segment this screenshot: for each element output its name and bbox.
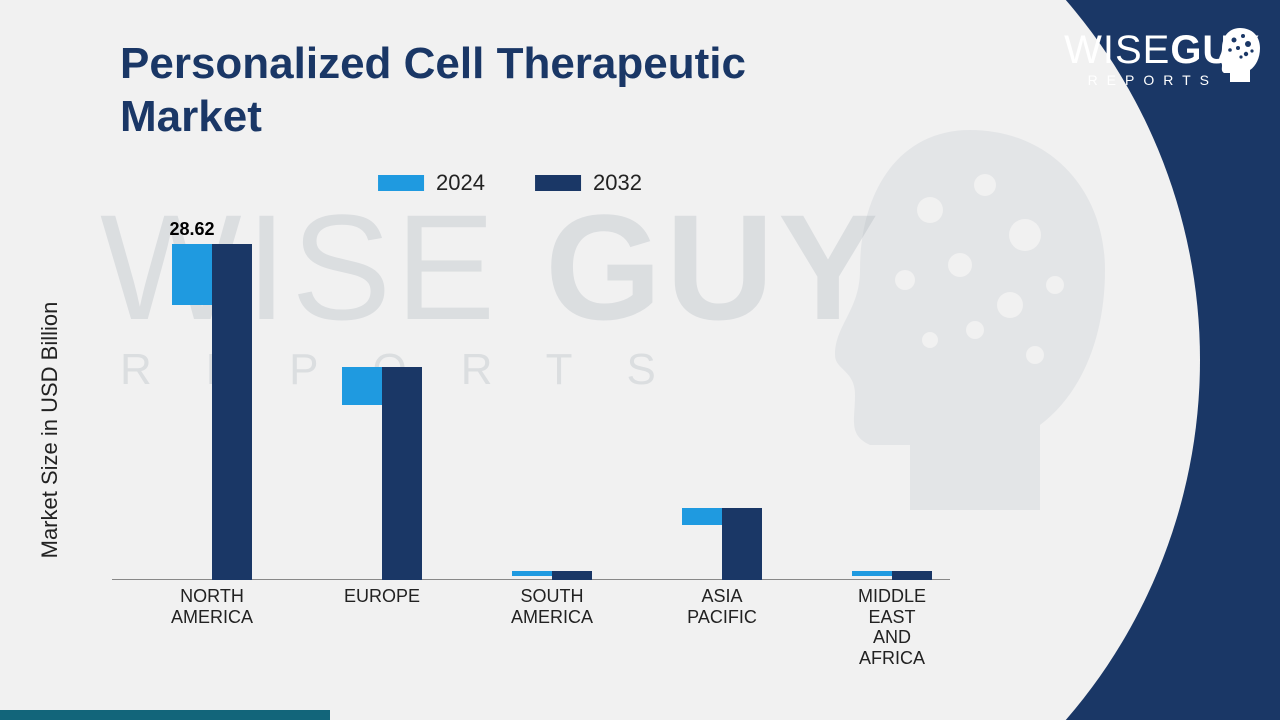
bar-group: 28.62NORTHAMERICA [152, 244, 272, 580]
plot-area: 28.62NORTHAMERICA EUROPE SOUTHAMERICA ASIAP… [112, 218, 950, 580]
bar-2032 [552, 571, 592, 580]
category-label: MIDDLEEASTANDAFRICA [812, 586, 972, 669]
bar-2024 [682, 508, 722, 525]
bar-2032 [722, 508, 762, 580]
logo-head-icon [1216, 26, 1262, 84]
legend-item-2032: 2032 [535, 170, 642, 196]
bar-group: EUROPE [322, 367, 442, 580]
category-label: NORTHAMERICA [132, 586, 292, 627]
bar-2032 [212, 244, 252, 580]
chart-title: Personalized Cell Therapeutic Market [120, 38, 840, 144]
bar-2024 [852, 571, 892, 575]
brand-logo: WISEGUY REPORTS [980, 30, 1260, 88]
bar-group: ASIAPACIFIC [662, 508, 782, 580]
legend: 2024 2032 [378, 170, 642, 196]
bar-2024: 28.62 [172, 244, 212, 305]
category-label: ASIAPACIFIC [642, 586, 802, 627]
bar-group: SOUTHAMERICA [492, 571, 612, 580]
content: Personalized Cell Therapeutic Market WIS… [0, 0, 1280, 720]
legend-label-2024: 2024 [436, 170, 485, 196]
bar-2024 [342, 367, 382, 405]
bar-group: MIDDLEEASTANDAFRICA [832, 571, 952, 580]
y-axis-label: Market Size in USD Billion [37, 302, 63, 559]
legend-swatch-2024 [378, 175, 424, 191]
chart: Market Size in USD Billion 2024 2032 28.… [70, 170, 950, 690]
category-label: EUROPE [302, 586, 462, 607]
bottom-accent-strip [0, 710, 330, 720]
bar-2024 [512, 571, 552, 575]
category-label: SOUTHAMERICA [472, 586, 632, 627]
legend-swatch-2032 [535, 175, 581, 191]
bar-value-label: 28.62 [169, 219, 214, 240]
legend-label-2032: 2032 [593, 170, 642, 196]
bar-2032 [892, 571, 932, 580]
legend-item-2024: 2024 [378, 170, 485, 196]
bar-2032 [382, 367, 422, 580]
logo-word-1: WISE [1064, 28, 1170, 72]
